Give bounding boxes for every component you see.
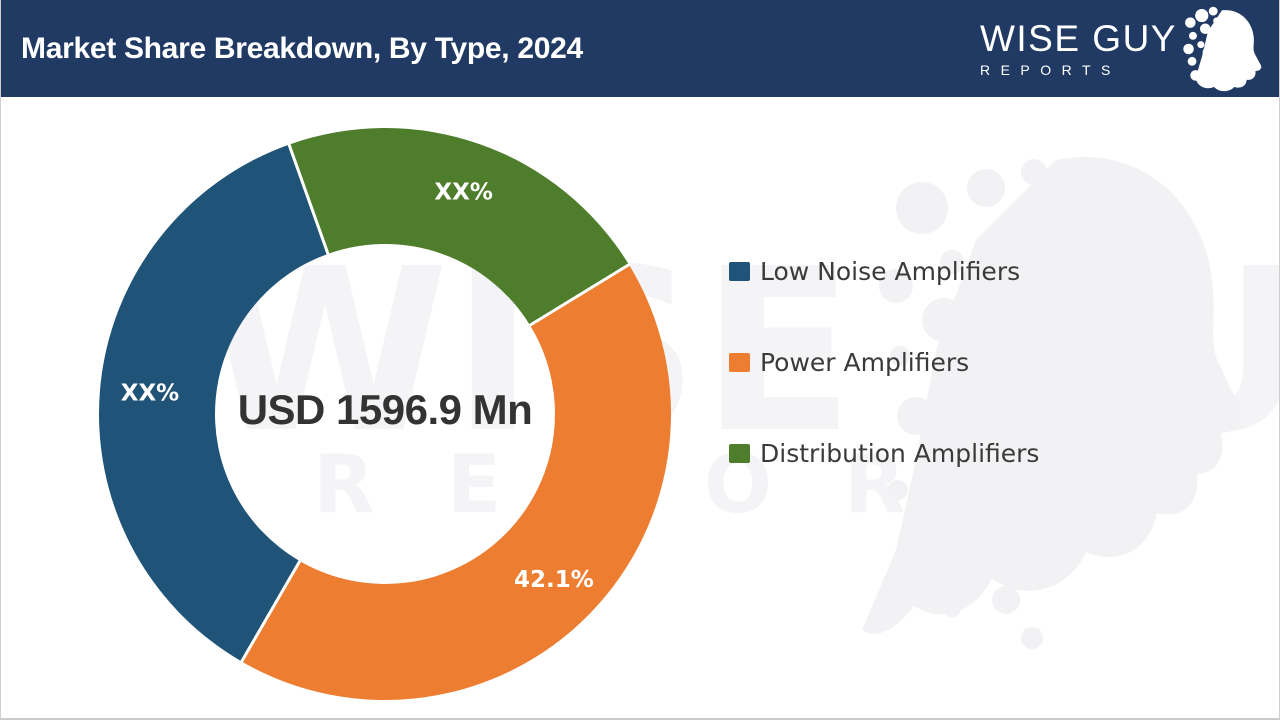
brand-wordmark: WISE GUY REPORTS: [980, 20, 1177, 77]
legend-item: Distribution Amplifiers: [729, 439, 1039, 468]
slice-label: 42.1%: [514, 567, 594, 593]
legend-label: Distribution Amplifiers: [760, 439, 1040, 468]
slice-label: XX%: [121, 380, 180, 406]
donut-slice: [241, 264, 672, 700]
legend-swatch-power-amplifiers: [729, 353, 750, 372]
header: Market Share Breakdown, By Type, 2024 WI…: [1, 0, 1279, 97]
brand-wordmark-line1: WISE GUY: [979, 18, 1177, 59]
slice-separator: [239, 558, 303, 664]
brand-logo: WISE GUY REPORTS: [980, 5, 1279, 93]
slice-label: XX%: [434, 180, 493, 206]
legend-swatch-low-noise-amplifiers: [729, 262, 750, 281]
legend-item: Power Amplifiers: [729, 348, 1039, 377]
legend-swatch-distribution-amplifiers: [729, 444, 750, 463]
brand-wordmark-line2: REPORTS: [979, 62, 1121, 78]
legend: Low Noise Amplifiers Power Amplifiers Di…: [729, 257, 1039, 468]
page-title: Market Share Breakdown, By Type, 2024: [21, 31, 583, 65]
legend-label: Power Amplifiers: [760, 348, 970, 377]
brand-face-icon: [1183, 6, 1262, 91]
donut-slice: [289, 127, 629, 326]
slice-separator: [527, 262, 632, 328]
donut-center-value: USD 1596.9 Mn: [237, 386, 533, 433]
slice-separator: [286, 142, 331, 257]
donut-slice: [98, 144, 328, 662]
legend-item: Low Noise Amplifiers: [729, 257, 1039, 286]
legend-label: Low Noise Amplifiers: [760, 257, 1021, 286]
